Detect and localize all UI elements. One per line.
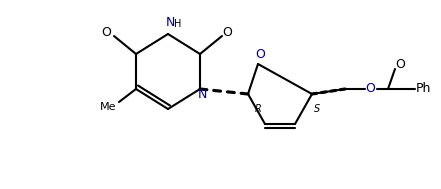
- Text: Ph: Ph: [415, 83, 431, 95]
- Text: O: O: [365, 83, 375, 95]
- Text: H: H: [174, 19, 182, 29]
- Text: R: R: [254, 104, 262, 114]
- Text: N: N: [197, 88, 207, 101]
- Text: Me: Me: [100, 102, 116, 112]
- Text: O: O: [255, 47, 265, 60]
- Text: N: N: [165, 15, 175, 29]
- Text: S: S: [314, 104, 320, 114]
- Text: O: O: [101, 26, 111, 40]
- Text: O: O: [395, 57, 405, 70]
- Text: O: O: [222, 26, 232, 40]
